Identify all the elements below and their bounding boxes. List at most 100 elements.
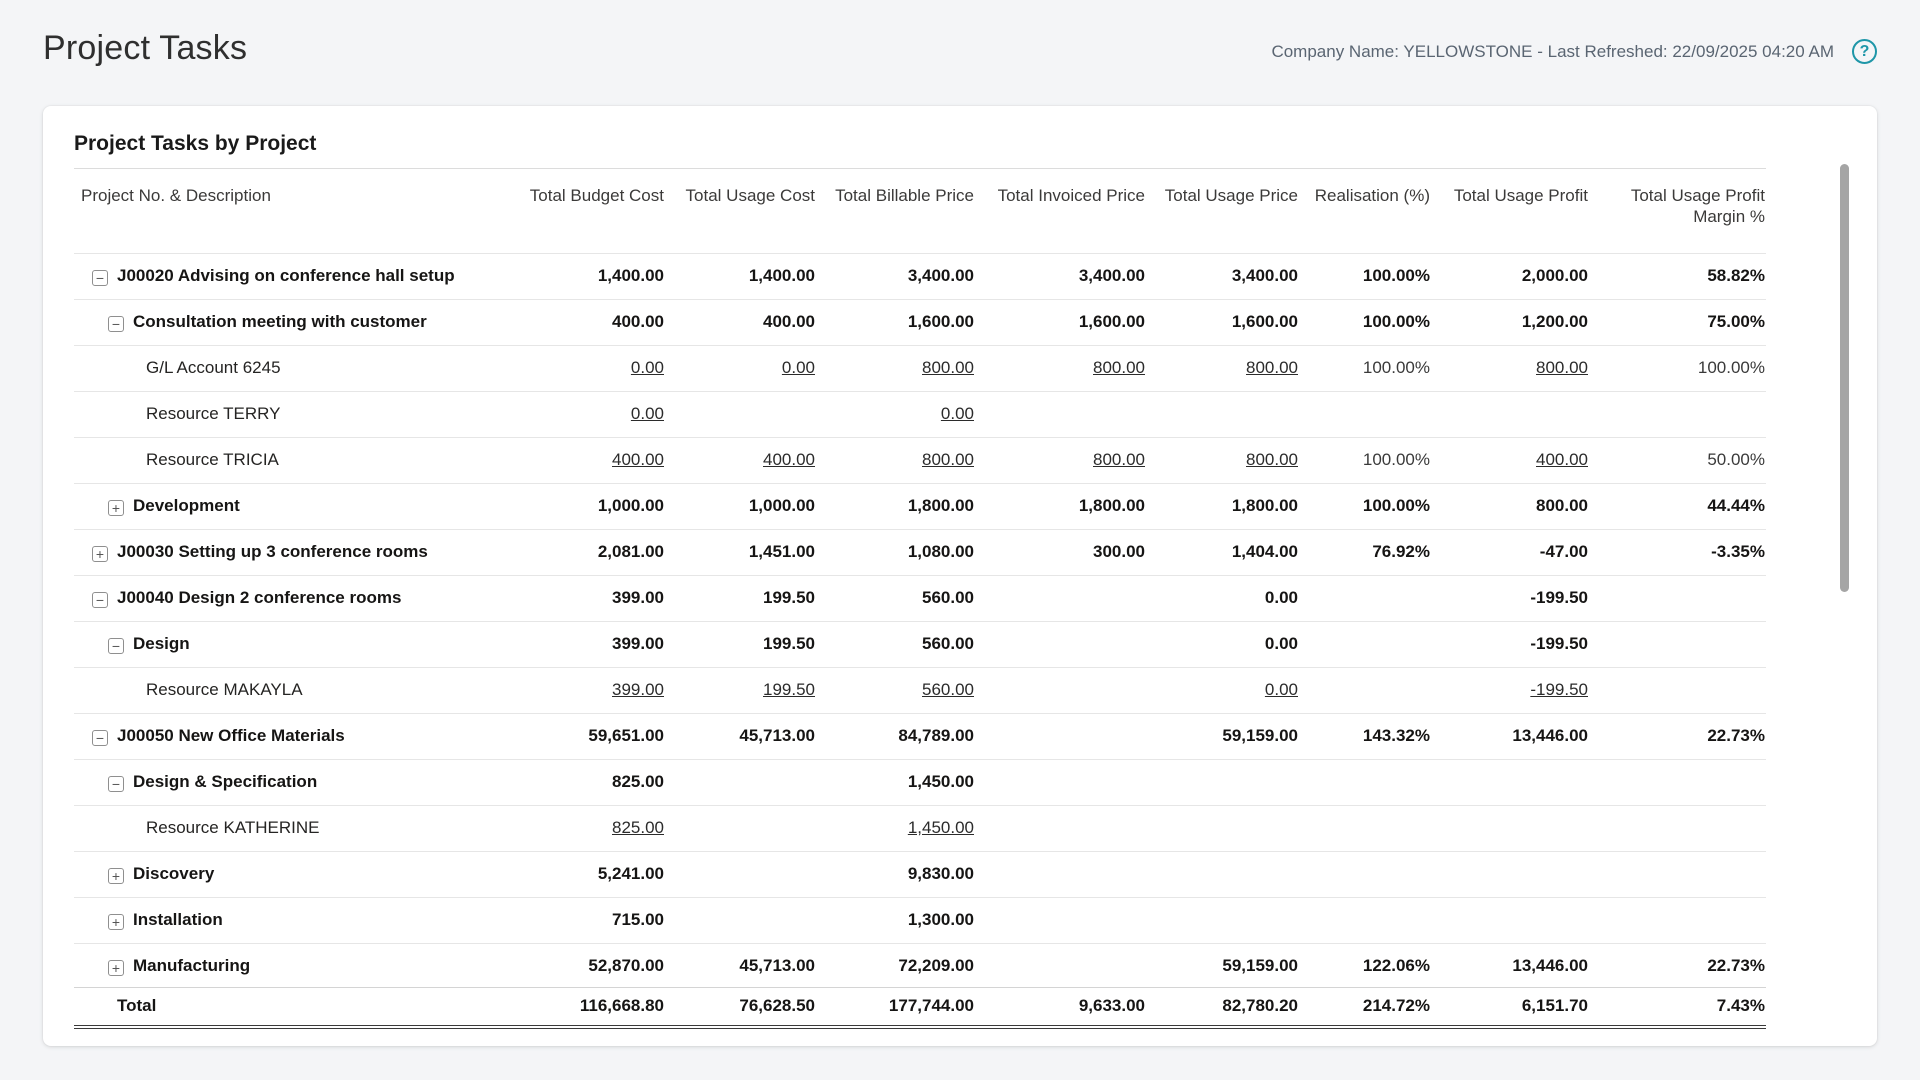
table-cell: 1,800.00 [975,482,1146,529]
row-label: Resource TERRY [146,404,281,423]
table-row: − J00050 New Office Materials 59,651.00 45,… [74,712,1766,759]
drilldown-link[interactable]: 400.00 [1536,450,1588,469]
column-header[interactable]: Total Usage Cost [665,168,816,253]
cell-value: 13,446.00 [1512,726,1588,745]
table-row: − J00020 Advising on conference hall setu… [74,252,1766,299]
cell-value: 13,446.00 [1512,956,1588,976]
expand-icon[interactable]: + [108,500,124,516]
drilldown-link[interactable]: 800.00 [1093,358,1145,377]
drilldown-link[interactable]: 800.00 [1536,358,1588,377]
table-row: − J00040 Design 2 conference rooms 399.00 1… [74,574,1766,621]
drilldown-link[interactable]: 199.50 [763,680,815,699]
drilldown-link[interactable]: 800.00 [922,450,974,469]
table-cell: 22.73% [1589,942,1766,987]
collapse-icon[interactable]: − [92,270,108,286]
table-cell: 300.00 [975,528,1146,575]
drilldown-link[interactable]: 0.00 [940,404,974,423]
cell-value: 0.00 [1264,634,1298,653]
table-cell [1146,896,1299,943]
table-cell [1589,574,1766,621]
cell-value: 1,000.00 [748,496,815,515]
column-header[interactable]: Total Usage Profit [1431,168,1589,253]
table-row: G/L Account 6245 0.00 0.00 800.00 800.00 800.… [74,344,1766,391]
table-cell [1146,390,1299,437]
column-header[interactable]: Total Usage Profit Margin % [1589,168,1766,253]
drilldown-link[interactable]: 0.00 [630,358,664,377]
table-cell: 13,446.00 [1431,942,1589,987]
collapse-icon[interactable]: − [92,730,108,746]
cell-value: 45,713.00 [739,956,815,976]
expand-icon[interactable]: + [92,546,108,562]
table-cell [1146,804,1299,851]
table-cell [975,620,1146,667]
drilldown-link[interactable]: 800.00 [1246,450,1298,469]
row-label: Design [133,634,190,653]
cell-value: 100.00% [1362,312,1430,331]
drilldown-link[interactable]: 1,450.00 [907,818,974,837]
expand-icon[interactable]: + [108,960,124,977]
cell-value: 1,200.00 [1521,312,1588,331]
cell-value: 800.00 [1536,496,1588,515]
collapse-icon[interactable]: − [108,638,124,654]
column-header[interactable]: Total Billable Price [816,168,975,253]
total-cell: 82,780.20 [1146,986,1299,1029]
row-label: Resource KATHERINE [146,818,320,837]
cell-value: 1,450.00 [907,772,974,791]
column-header[interactable]: Realisation (%) [1299,168,1431,253]
drilldown-link[interactable]: 400.00 [612,450,664,469]
collapse-icon[interactable]: − [108,316,124,332]
column-header[interactable]: Total Usage Price [1146,168,1299,253]
drilldown-link[interactable]: 399.00 [612,680,664,699]
table-cell [1589,758,1766,805]
drilldown-link[interactable]: 800.00 [922,358,974,377]
drilldown-link[interactable]: 800.00 [1246,358,1298,377]
row-label: Consultation meeting with customer [133,312,427,331]
cell-value: 1,800.00 [907,496,974,515]
vertical-scrollbar-thumb[interactable] [1840,164,1849,592]
table-cell: 59,651.00 [514,712,665,759]
total-row: Total 116,668.80 76,628.50 177,744.00 9,633.… [74,986,1766,1029]
cell-value: -47.00 [1539,542,1588,561]
table-cell: 0.00 [1146,574,1299,621]
cell-value: 1,800.00 [1231,496,1298,515]
cell-value: 199.50 [763,634,815,653]
expand-icon[interactable]: + [108,914,124,930]
cell-value: 44.44% [1707,496,1765,515]
collapse-icon[interactable]: − [108,776,124,792]
table-body: − J00020 Advising on conference hall setu… [74,252,1766,987]
drilldown-link[interactable]: 0.00 [781,358,815,377]
drilldown-link[interactable]: -199.50 [1530,680,1588,699]
table-cell [1299,896,1431,943]
drilldown-link[interactable]: 825.00 [612,818,664,837]
drilldown-link[interactable]: 560.00 [922,680,974,699]
table-row: − Design & Specification 825.00 1,450.00 [74,758,1766,805]
column-header[interactable]: Total Invoiced Price [975,168,1146,253]
table-cell: 1,000.00 [665,482,816,529]
drilldown-link[interactable]: 0.00 [630,404,664,423]
table-cell: 100.00% [1299,252,1431,299]
row-label: J00040 Design 2 conference rooms [117,588,402,607]
row-label: J00020 Advising on conference hall setup [117,266,455,285]
cell-value: 100.00% [1697,358,1765,377]
cell-value: 1,600.00 [907,312,974,331]
drilldown-link[interactable]: 800.00 [1093,450,1145,469]
table-cell: 122.06% [1299,942,1431,987]
column-header[interactable]: Project No. & Description [74,168,514,253]
cell-value: 72,209.00 [898,956,974,976]
collapse-icon[interactable]: − [92,592,108,608]
table-cell [1146,850,1299,897]
table-cell [1431,896,1589,943]
help-icon[interactable]: ? [1852,39,1877,64]
column-header[interactable]: Total Budget Cost [514,168,665,253]
drilldown-link[interactable]: 0.00 [1264,680,1298,699]
table-cell: 825.00 [514,758,665,805]
table-cell: 50.00% [1589,436,1766,483]
table-cell: 143.32% [1299,712,1431,759]
table-cell: 2,000.00 [1431,252,1589,299]
cell-value: 3,400.00 [1078,266,1145,285]
total-cell: 9,633.00 [975,986,1146,1029]
table-cell [1589,666,1766,713]
drilldown-link[interactable]: 400.00 [763,450,815,469]
cell-value: 100.00% [1362,266,1430,285]
expand-icon[interactable]: + [108,868,124,884]
